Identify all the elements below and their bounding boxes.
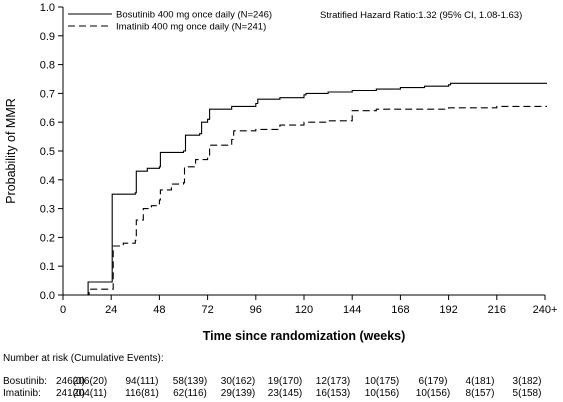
risk-cell: 204(11)	[73, 388, 107, 399]
risk-cell: 16(153)	[316, 388, 350, 399]
y-tick-label: 0.6	[40, 117, 55, 129]
x-tick-label: 192	[439, 304, 457, 316]
x-axis-label: Time since randomization (weeks)	[203, 329, 406, 343]
imatinib-curve	[63, 105, 547, 296]
x-tick-label: 24	[105, 304, 117, 316]
risk-cell: 19(170)	[268, 376, 302, 387]
risk-cell: 94(111)	[126, 376, 159, 387]
risk-cell: 116(81)	[125, 388, 159, 399]
legend-label-imatinib: Imatinib 400 mg once daily (N=241)	[116, 22, 266, 33]
x-tick-label: 144	[343, 304, 361, 316]
risk-cell: 10(156)	[365, 388, 399, 399]
risk-cell: 4(181)	[466, 376, 495, 387]
y-tick-label: 0.0	[40, 290, 55, 302]
risk-cell: 62(116)	[173, 388, 207, 399]
risk-cell: 29(139)	[221, 388, 255, 399]
risk-row-label: Bosutinib:	[3, 376, 47, 387]
x-tick-label: 96	[250, 304, 262, 316]
bosutinib-curve	[63, 82, 547, 296]
risk-cell: 10(175)	[365, 376, 399, 387]
y-tick-label: 1.0	[40, 2, 55, 14]
hazard-ratio-annotation: Stratified Hazard Ratio:1.32 (95% CI, 1.…	[320, 10, 522, 21]
x-tick-label: 120	[295, 304, 313, 316]
y-tick-label: 0.2	[40, 232, 55, 244]
y-axis-label: Probability of MMR	[4, 98, 18, 204]
risk-cell: 23(145)	[268, 388, 302, 399]
risk-row-label: Imatinib:	[3, 388, 41, 399]
y-tick-label: 0.7	[40, 88, 55, 100]
x-tick-label: 48	[153, 304, 165, 316]
y-tick-label: 0.4	[40, 175, 55, 187]
risk-cell: 241(0)	[56, 388, 85, 399]
risk-cell: 5(158)	[513, 388, 542, 399]
risk-cell: 3(182)	[513, 376, 542, 387]
x-tick-label: 0	[60, 304, 66, 316]
x-tick-label: 72	[201, 304, 213, 316]
risk-cell: 10(156)	[416, 388, 450, 399]
risk-cell: 30(162)	[221, 376, 255, 387]
risk-table-title: Number at risk (Cumulative Events):	[3, 353, 164, 364]
risk-cell: 246(0)	[56, 376, 85, 387]
legend-label-bosutinib: Bosutinib 400 mg once daily (N=246)	[116, 10, 272, 21]
risk-cell: 206(20)	[73, 376, 107, 387]
y-tick-label: 0.8	[40, 60, 55, 72]
x-tick-label: 168	[391, 304, 409, 316]
risk-cell: 58(139)	[173, 376, 207, 387]
risk-cell: 6(179)	[419, 376, 448, 387]
risk-cell: 12(173)	[316, 376, 350, 387]
x-tick-label: 240+	[533, 304, 558, 316]
y-tick-label: 0.1	[40, 261, 55, 273]
y-tick-label: 0.9	[40, 31, 55, 43]
y-tick-label: 0.5	[40, 146, 55, 158]
x-tick-label: 216	[488, 304, 506, 316]
y-tick-label: 0.3	[40, 204, 55, 216]
risk-cell: 8(157)	[466, 388, 495, 399]
